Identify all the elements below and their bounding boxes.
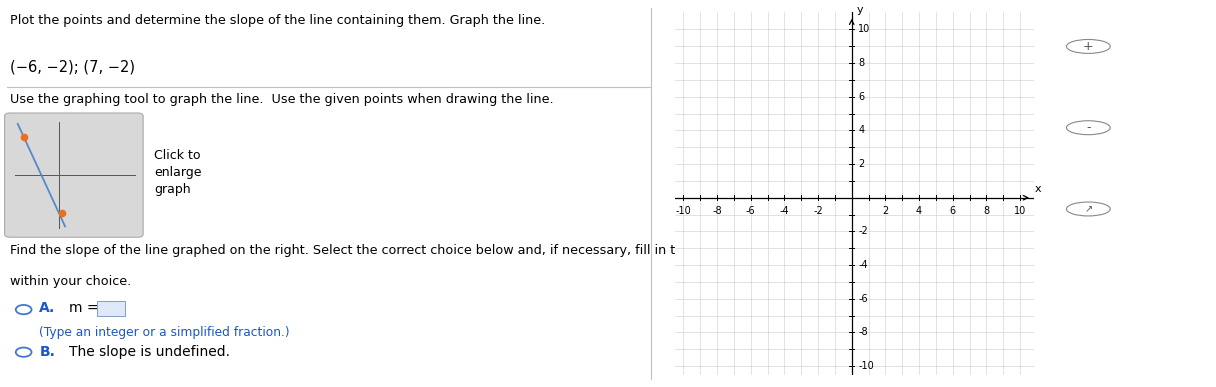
Text: within your choice.: within your choice. <box>10 275 131 288</box>
Text: 2: 2 <box>883 206 889 216</box>
Text: 6: 6 <box>950 206 956 216</box>
FancyBboxPatch shape <box>97 301 125 316</box>
Text: ↗: ↗ <box>1085 204 1092 214</box>
Text: 2: 2 <box>858 159 865 169</box>
Text: -4: -4 <box>779 206 789 216</box>
Text: The slope is undefined.: The slope is undefined. <box>69 345 230 359</box>
Text: 10: 10 <box>1014 206 1026 216</box>
Text: 10: 10 <box>858 24 871 34</box>
Text: 6: 6 <box>858 92 865 102</box>
Text: 8: 8 <box>984 206 990 216</box>
Text: -2: -2 <box>858 226 868 236</box>
Text: +: + <box>1083 40 1093 53</box>
Text: A.: A. <box>39 301 56 315</box>
Text: -4: -4 <box>858 260 868 270</box>
Text: -10: -10 <box>675 206 691 216</box>
Text: (−6, −2); (7, −2): (−6, −2); (7, −2) <box>10 60 135 75</box>
Text: -8: -8 <box>713 206 722 216</box>
Text: y: y <box>857 5 863 15</box>
Text: Find the slope of the line graphed on the right. Select the correct choice below: Find the slope of the line graphed on th… <box>10 244 769 257</box>
Text: -2: -2 <box>814 206 823 216</box>
Text: -: - <box>1086 121 1091 134</box>
Text: -8: -8 <box>858 327 868 337</box>
FancyBboxPatch shape <box>5 113 143 237</box>
Text: (Type an integer or a simplified fraction.): (Type an integer or a simplified fractio… <box>39 326 291 339</box>
Text: -6: -6 <box>745 206 755 216</box>
Text: -6: -6 <box>858 294 868 304</box>
Text: Use the graphing tool to graph the line.  Use the given points when drawing the : Use the graphing tool to graph the line.… <box>10 93 553 106</box>
Text: B.: B. <box>39 345 55 359</box>
Text: x: x <box>1035 184 1041 194</box>
Text: 4: 4 <box>916 206 922 216</box>
Text: Click to
enlarge
graph: Click to enlarge graph <box>154 149 202 196</box>
Text: 4: 4 <box>858 125 865 135</box>
Text: Plot the points and determine the slope of the line containing them. Graph the l: Plot the points and determine the slope … <box>10 14 545 27</box>
Text: m =: m = <box>69 301 98 315</box>
Text: 8: 8 <box>858 58 865 68</box>
Text: -10: -10 <box>858 361 874 371</box>
